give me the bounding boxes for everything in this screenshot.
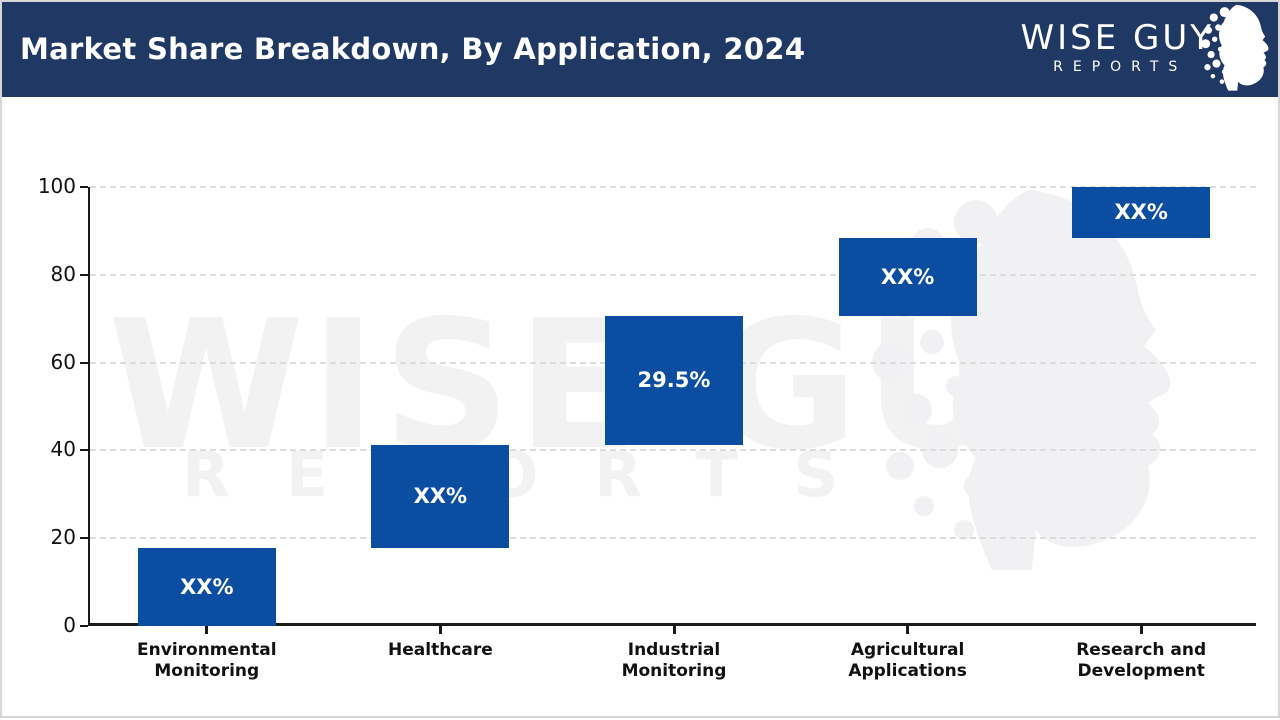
x-axis-tick — [906, 626, 910, 634]
category-label: Healthcare — [388, 640, 493, 660]
y-axis-tick-label: 20 — [50, 525, 76, 550]
bar-value-label: XX% — [180, 574, 234, 599]
category-label: Industrial Monitoring — [621, 640, 727, 682]
x-axis-tick — [205, 626, 209, 634]
bar-healthcare: XX% — [371, 445, 510, 548]
chart-title: Market Share Breakdown, By Application, … — [20, 31, 806, 66]
bar-value-label: 29.5% — [637, 368, 711, 393]
y-axis-tick-label: 60 — [50, 349, 76, 374]
wise-guy-logo-text: WISE GUY REPORTS — [1020, 18, 1214, 75]
y-axis-tick — [80, 537, 88, 540]
y-axis-tick — [80, 186, 88, 188]
bar-environmental-monitoring: XX% — [137, 547, 276, 626]
y-axis-tick-label: 0 — [63, 613, 76, 637]
wise-guy-logo: WISE GUY REPORTS — [1020, 4, 1270, 92]
header-bar: Market Share Breakdown, By Application, … — [0, 0, 1280, 97]
gridline-y20 — [90, 537, 1256, 540]
category-label: Environmental Monitoring — [137, 640, 277, 682]
x-axis-tick — [1139, 626, 1143, 634]
y-axis-tick-label: 80 — [50, 261, 76, 286]
bar-agricultural-applications: XX% — [838, 237, 977, 316]
gridline-y100 — [90, 186, 1256, 188]
y-axis-tick — [80, 625, 88, 627]
dotted-head-icon — [1201, 4, 1269, 91]
logo-wordmark: WISE GUY — [1020, 18, 1214, 59]
x-axis-tick — [438, 626, 442, 634]
y-axis-tick — [80, 449, 88, 452]
gridline-y40 — [90, 449, 1256, 452]
y-axis-tick-label: 100 — [37, 174, 76, 198]
category-label: Agricultural Applications — [848, 640, 967, 682]
y-axis-tick — [80, 273, 88, 276]
plot-area: 0 20 40 60 80 100 XX% Environmental Monitoring X… — [38, 174, 1256, 681]
logo-subtitle: REPORTS — [1053, 58, 1188, 75]
bar-industrial-monitoring: 29.5% — [605, 315, 743, 446]
gridline-y80 — [90, 273, 1256, 276]
y-axis-tick-label: 40 — [50, 437, 76, 462]
x-axis-tick — [672, 626, 676, 634]
bar-research-and-development: XX% — [1072, 187, 1211, 238]
category-label: Research and Development — [1076, 640, 1207, 682]
bar-value-label: XX% — [413, 484, 468, 509]
bar-value-label: XX% — [880, 264, 935, 289]
y-axis-tick — [80, 361, 88, 364]
bar-value-label: XX% — [1114, 200, 1168, 225]
